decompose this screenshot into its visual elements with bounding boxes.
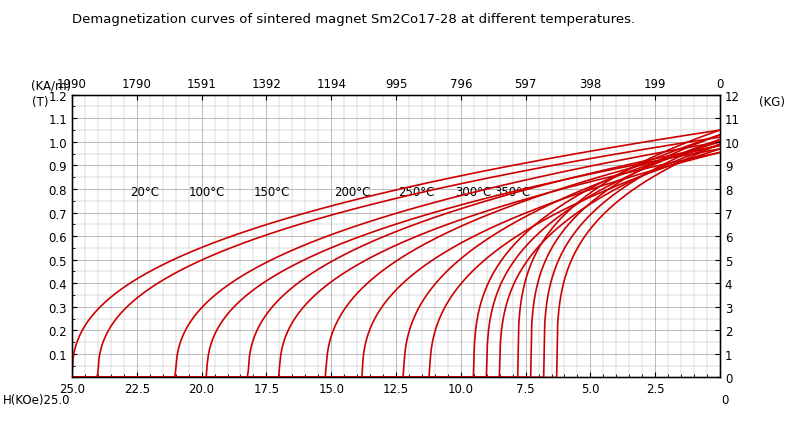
Text: (T): (T) <box>32 95 48 108</box>
Text: 200°C: 200°C <box>334 185 370 198</box>
Text: 0: 0 <box>722 393 729 406</box>
Text: (KA/m): (KA/m) <box>30 80 70 93</box>
Text: 300°C: 300°C <box>456 185 492 198</box>
Text: 20°C: 20°C <box>130 185 159 198</box>
Text: 100°C: 100°C <box>189 185 225 198</box>
Text: 150°C: 150°C <box>254 185 290 198</box>
Text: 250°C: 250°C <box>398 185 435 198</box>
Text: Demagnetization curves of sintered magnet Sm2Co17-28 at different temperatures.: Demagnetization curves of sintered magne… <box>72 13 635 26</box>
Text: H(KOe)25.0: H(KOe)25.0 <box>3 393 70 406</box>
Text: 350°C: 350°C <box>494 185 530 198</box>
Text: (KG): (KG) <box>759 95 785 108</box>
